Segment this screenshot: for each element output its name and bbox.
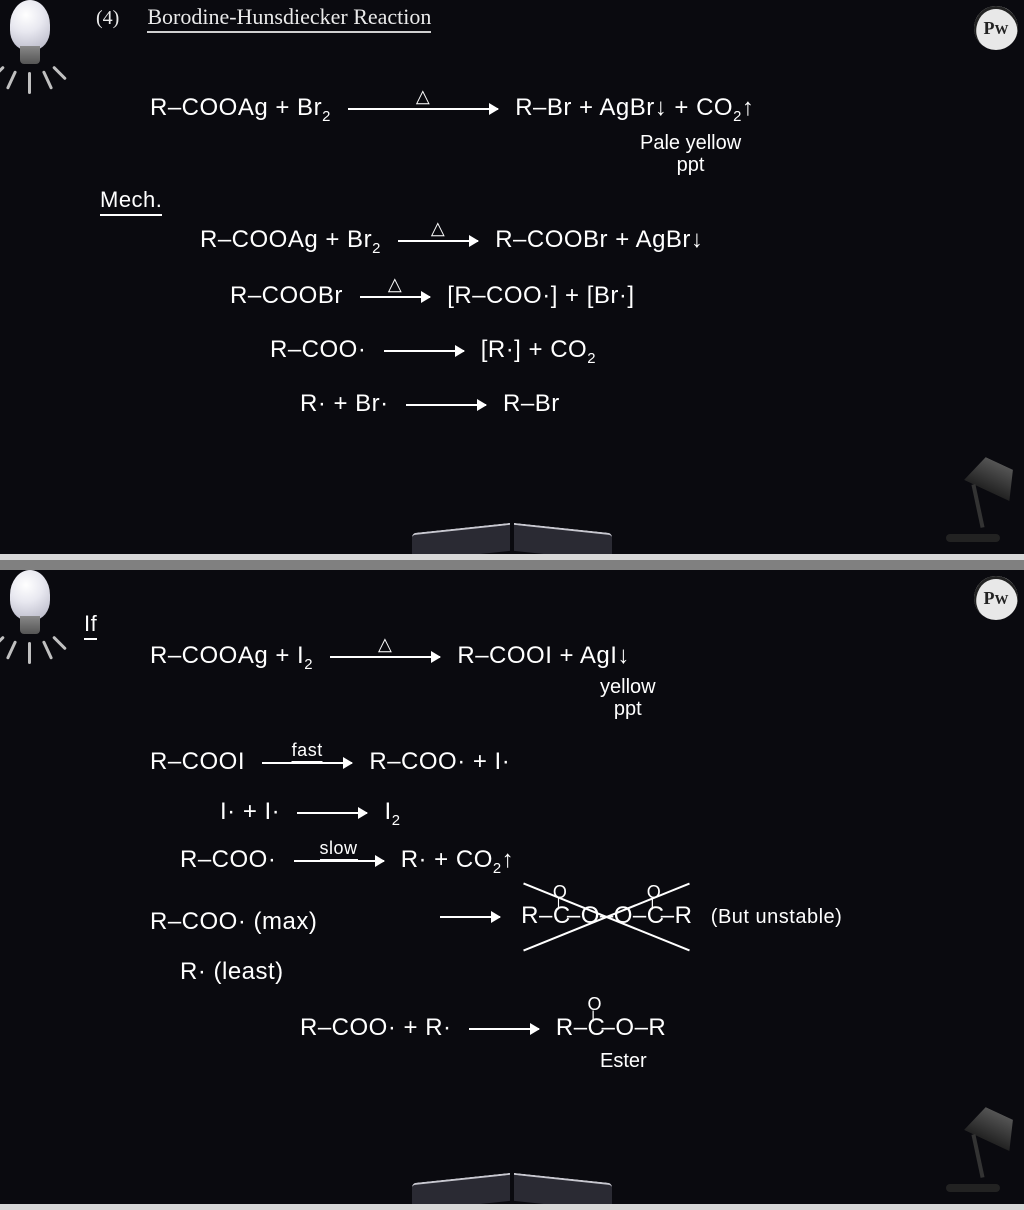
open-book-icon [412,528,612,556]
pw-logo-icon: PW [974,576,1018,620]
mech-line-3: R–COO· [R·] + CO2 [270,336,596,367]
mech-line-4: R· + Br· R–Br [300,390,560,418]
arrow-icon [297,812,367,814]
branch-max: R–COO· (max) [150,908,317,936]
slide-divider [0,1204,1024,1210]
crossed-out-icon: R–O||C–O–O–O||C–R [517,902,696,930]
slide-2: PW If R–COOAg + I2 △ R–COOI + AgI↓ yello… [0,570,1024,1210]
arrow-icon: △ [348,108,498,110]
slide-heading: (4) Borodine-Hunsdiecker Reaction [96,4,431,30]
arrow-icon: △ [330,656,440,658]
iodine-line-3: R–COO· slow R· + CO2↑ [180,846,514,877]
arrow-icon [440,916,500,918]
iodine-line-2: I· + I· I2 [220,798,400,829]
eq-rhs: R–Br + AgBr↓ + CO [515,94,733,121]
open-book-icon [412,1178,612,1206]
lightbulb-icon [0,0,60,80]
pw-logo-icon: PW [974,6,1018,50]
if-label: If [84,610,97,640]
mech-line-1: R–COOAg + Br2 △ R–COOBr + AgBr↓ [200,226,703,257]
arrow-icon: △ [360,296,430,298]
heading-number: (4) [96,7,119,29]
iodine-line-1: R–COOI fast R–COO· + I· [150,748,510,776]
eq-lhs: R–COOAg + Br [150,94,322,121]
desk-lamp-icon [928,462,1018,542]
crossed-product: R–O||C–O–O–O||C–R (But unstable) [430,902,842,930]
ppt-note-2: yellow ppt [600,676,656,720]
iodine-main-eq: R–COOAg + I2 △ R–COOI + AgI↓ [150,642,630,673]
arrow-icon: △ [398,240,478,242]
ester-label: Ester [600,1050,647,1072]
arrow-icon [469,1028,539,1030]
ppt-note: Pale yellow ppt [640,132,741,176]
heading-title: Borodine-Hunsdiecker Reaction [147,4,431,33]
slide-divider [0,554,1024,560]
slide-1: PW (4) Borodine-Hunsdiecker Reaction R–C… [0,0,1024,560]
lightbulb-icon [0,570,60,650]
arrow-icon: slow [294,860,384,862]
main-equation: R–COOAg + Br2 △ R–Br + AgBr↓ + CO2↑ [150,94,754,125]
mech-label: Mech. [100,186,162,216]
desk-lamp-icon [928,1112,1018,1192]
arrow-icon: fast [262,762,352,764]
arrow-icon [406,404,486,406]
branch-least: R· (least) [180,958,284,986]
ester-line: R–COO· + R· R–O||C–O–R [300,1014,666,1042]
mech-line-2: R–COOBr △ [R–COO·] + [Br·] [230,282,635,310]
arrow-icon [384,350,464,352]
